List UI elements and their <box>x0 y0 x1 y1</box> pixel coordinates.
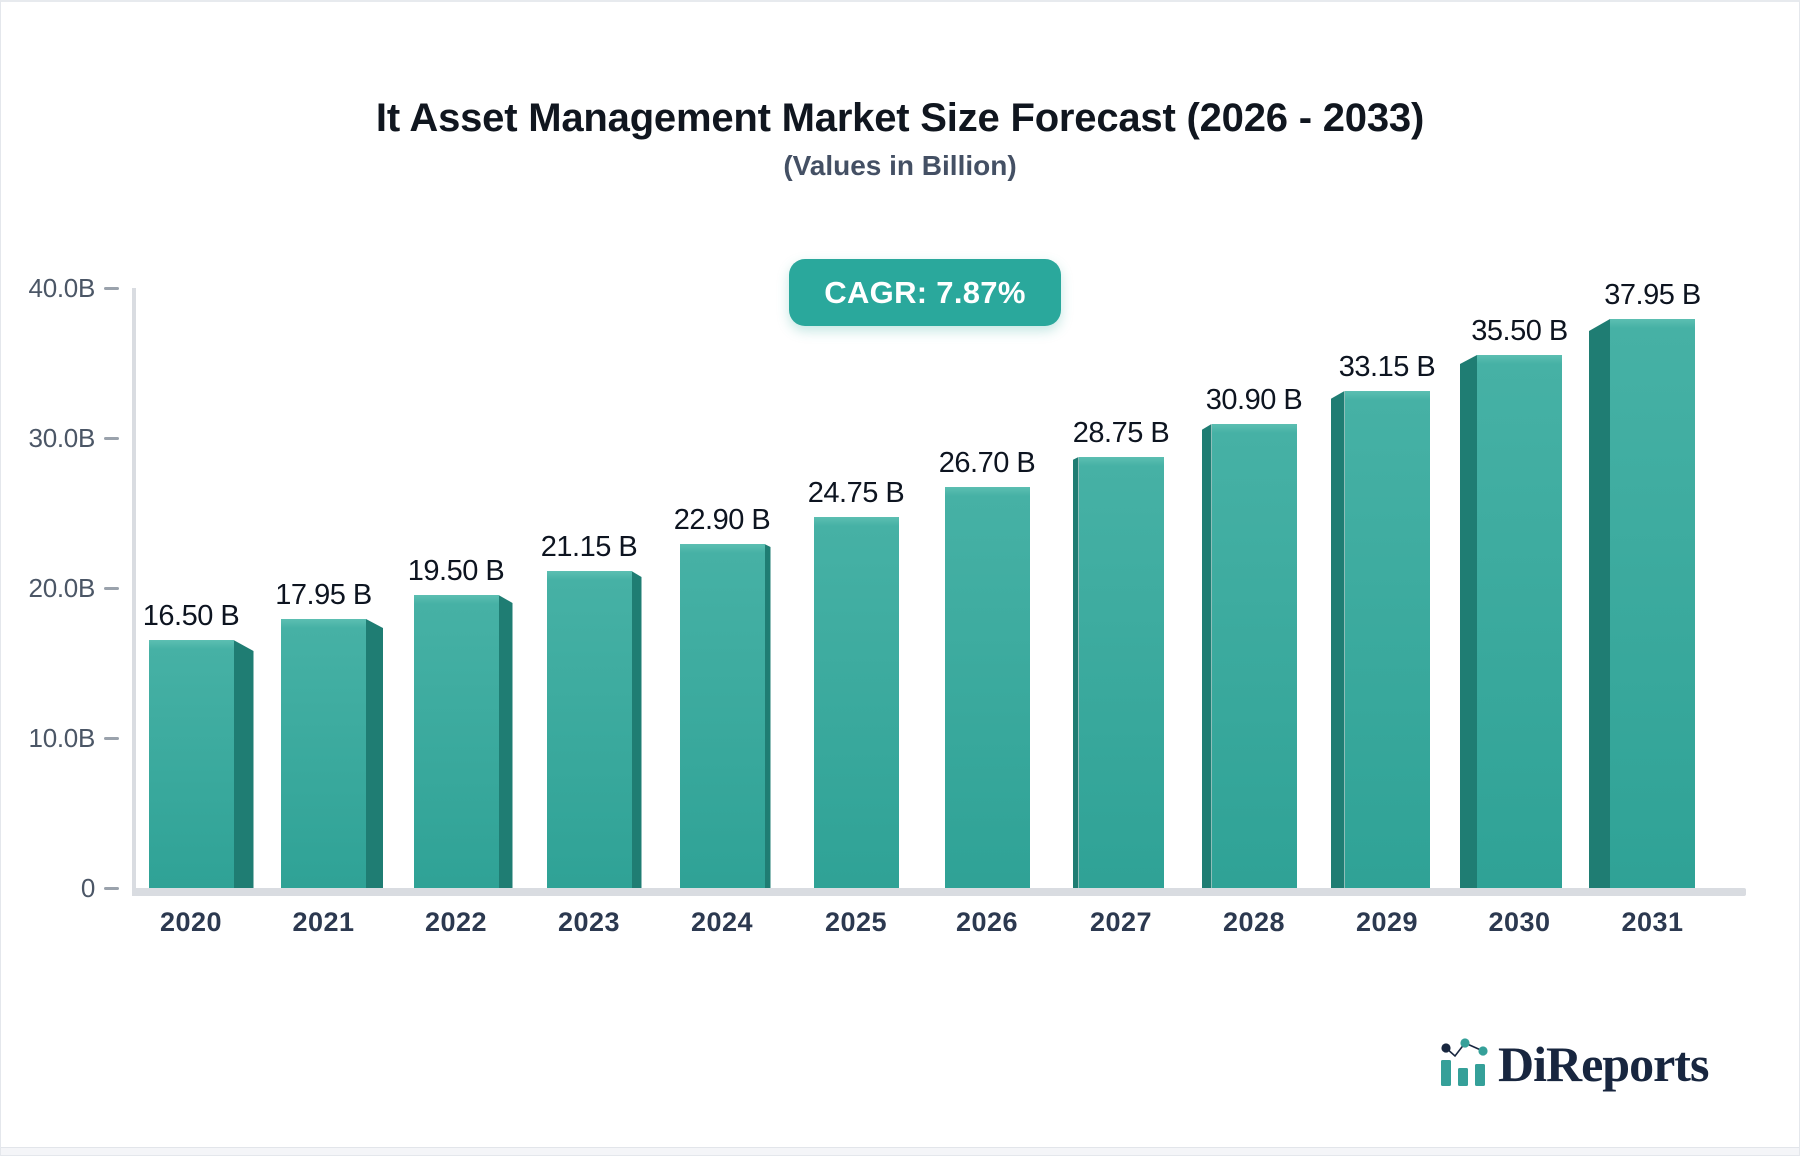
bar-2022 <box>413 595 499 888</box>
x-axis-label-2026: 2026 <box>955 907 1019 937</box>
bar-value-label-2025: 24.75 B <box>807 477 905 509</box>
y-axis-line <box>132 288 136 896</box>
x-axis-line <box>132 888 1746 896</box>
y-tick-label: 10.0B <box>28 723 96 753</box>
direports-logo-icon <box>1441 1038 1488 1086</box>
bar-side-2021 <box>366 619 383 888</box>
bar-value-label-2020: 16.50 B <box>142 600 240 632</box>
x-axis-label-2028: 2028 <box>1222 907 1286 937</box>
y-tick <box>104 437 119 440</box>
bar-2025 <box>813 517 899 888</box>
bar-value-label-2029: 33.15 B <box>1338 351 1436 383</box>
direports-logo: DiReports <box>1439 1036 1709 1092</box>
bar-value-label-2027: 28.75 B <box>1072 417 1170 449</box>
x-axis-label-2030: 2030 <box>1488 907 1551 937</box>
x-axis-label-2020: 2020 <box>159 907 223 937</box>
bar-side-2031 <box>1589 319 1610 888</box>
bar-side-2028 <box>1201 424 1212 888</box>
x-axis-label-2023: 2023 <box>557 907 621 937</box>
bar-2021 <box>281 619 366 888</box>
y-tick <box>104 737 119 740</box>
direports-logo-text: DiReports <box>1498 1036 1709 1092</box>
bar-value-label-2023: 21.15 B <box>540 531 638 563</box>
bar-2028 <box>1211 424 1297 888</box>
bar-side-2030 <box>1460 355 1477 888</box>
bar-value-label-2030: 35.50 B <box>1471 315 1568 347</box>
x-axis-label-2031: 2031 <box>1621 907 1684 937</box>
x-axis-label-2021: 2021 <box>292 907 355 937</box>
bar-2023 <box>546 571 632 888</box>
y-tick <box>104 287 119 290</box>
x-axis-label-2024: 2024 <box>690 907 754 937</box>
y-tick <box>104 587 119 590</box>
bar-2020 <box>148 640 234 888</box>
bar-side-2023 <box>631 571 642 888</box>
cagr-badge: CAGR: 7.87% <box>789 259 1061 326</box>
bar-value-label-2028: 30.90 B <box>1205 384 1303 416</box>
y-tick-label: 20.0B <box>28 573 96 603</box>
bar-2030 <box>1477 355 1562 888</box>
bar-side-2020 <box>233 640 254 888</box>
y-tick-label: 0 <box>80 873 95 903</box>
x-axis-label-2025: 2025 <box>824 907 888 937</box>
y-tick <box>104 887 119 890</box>
bar-side-2024 <box>764 544 771 888</box>
bar-value-label-2021: 17.95 B <box>275 579 372 611</box>
x-axis-label-2027: 2027 <box>1089 907 1153 937</box>
bar-value-label-2026: 26.70 B <box>938 447 1036 479</box>
bar-side-2027 <box>1072 457 1079 888</box>
bar-side-2029 <box>1330 391 1345 888</box>
bar-value-label-2024: 22.90 B <box>673 504 771 536</box>
x-axis-label-2022: 2022 <box>424 907 488 937</box>
bar-2024 <box>679 544 765 888</box>
bar-2026 <box>944 487 1030 888</box>
chart-title: It Asset Management Market Size Forecast… <box>375 96 1425 140</box>
bar-value-label-2031: 37.95 B <box>1604 279 1701 311</box>
bar-value-label-2022: 19.50 B <box>407 555 505 587</box>
bar-2031 <box>1610 319 1695 888</box>
y-tick-label: 40.0B <box>28 273 96 303</box>
bar-side-2022 <box>498 595 513 888</box>
bar-2029 <box>1344 391 1430 888</box>
chart-subtitle: (Values in Billion) <box>783 150 1017 181</box>
x-axis-label-2029: 2029 <box>1355 907 1419 937</box>
y-tick-label: 30.0B <box>28 423 96 453</box>
bar-2027 <box>1078 457 1164 888</box>
